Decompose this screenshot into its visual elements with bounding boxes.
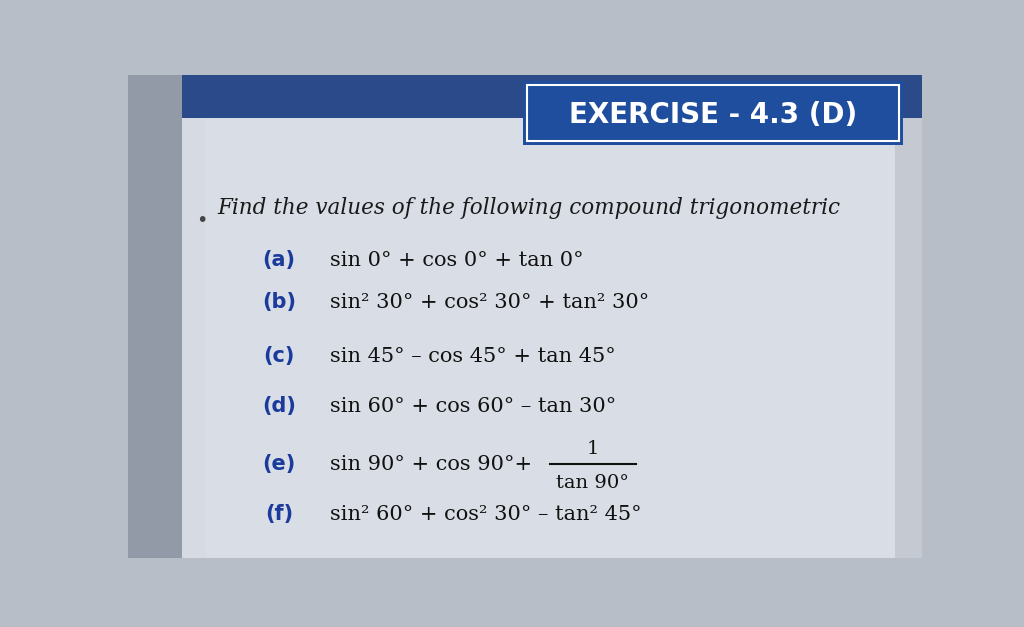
Text: sin² 60° + cos² 30° – tan² 45°: sin² 60° + cos² 30° – tan² 45° — [330, 505, 641, 524]
Text: (d): (d) — [262, 396, 296, 416]
Polygon shape — [182, 75, 922, 558]
Text: sin 60° + cos 60° – tan 30°: sin 60° + cos 60° – tan 30° — [330, 397, 615, 416]
Text: sin² 30° + cos² 30° + tan² 30°: sin² 30° + cos² 30° + tan² 30° — [330, 293, 649, 312]
Text: EXERCISE - 4.3 (D): EXERCISE - 4.3 (D) — [569, 100, 857, 129]
Text: (a): (a) — [262, 250, 296, 270]
Polygon shape — [895, 75, 922, 558]
Polygon shape — [182, 75, 922, 118]
Text: (f): (f) — [265, 504, 293, 524]
Text: Find the values of the following compound trigonometric: Find the values of the following compoun… — [217, 197, 840, 219]
Text: •: • — [196, 211, 207, 229]
Text: sin 45° – cos 45° + tan 45°: sin 45° – cos 45° + tan 45° — [330, 347, 615, 366]
Polygon shape — [206, 75, 922, 558]
FancyBboxPatch shape — [523, 82, 903, 145]
Text: (b): (b) — [262, 292, 296, 312]
Text: sin 90° + cos 90°+: sin 90° + cos 90°+ — [330, 455, 531, 473]
Text: (c): (c) — [263, 346, 295, 366]
Polygon shape — [128, 75, 190, 558]
Text: (e): (e) — [262, 454, 296, 474]
Text: 1: 1 — [587, 440, 599, 458]
Text: sin 0° + cos 0° + tan 0°: sin 0° + cos 0° + tan 0° — [330, 251, 583, 270]
Text: tan 90°: tan 90° — [556, 473, 630, 492]
